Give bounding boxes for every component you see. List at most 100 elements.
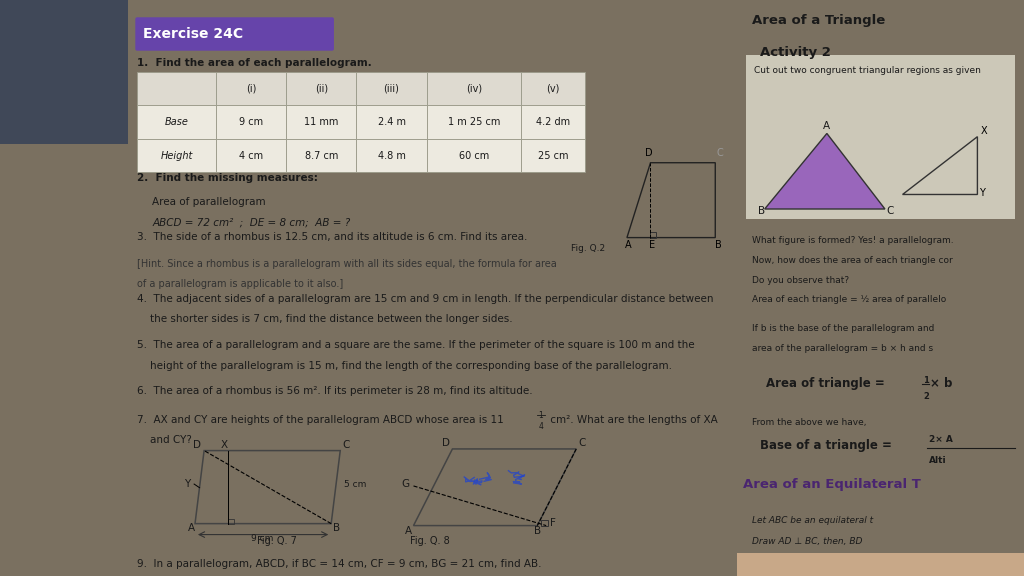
Text: Fig. Q. 8: Fig. Q. 8 — [410, 536, 450, 546]
Text: From the above we have,: From the above we have, — [752, 418, 866, 427]
Text: 4.8 m: 4.8 m — [378, 150, 406, 161]
Text: C: C — [717, 149, 723, 158]
Text: A: A — [625, 240, 631, 249]
Text: 6.  The area of a rhombus is 56 m². If its perimeter is 28 m, find its altitude.: 6. The area of a rhombus is 56 m². If it… — [137, 386, 532, 396]
Text: Fig. Q.2: Fig. Q.2 — [571, 244, 605, 252]
Text: Now, how does the area of each triangle cor: Now, how does the area of each triangle … — [752, 256, 952, 266]
Text: (iv): (iv) — [466, 84, 482, 94]
Text: 11 mm: 11 mm — [304, 117, 339, 127]
Text: 4.  The adjacent sides of a parallelogram are 15 cm and 9 cm in length. If the p: 4. The adjacent sides of a parallelogram… — [137, 294, 714, 304]
Text: 5.  The area of a parallelogram and a square are the same. If the perimeter of t: 5. The area of a parallelogram and a squ… — [137, 340, 694, 350]
Text: 3.  The side of a rhombus is 12.5 cm, and its altitude is 6 cm. Find its area.: 3. The side of a rhombus is 12.5 cm, and… — [137, 232, 527, 241]
Text: cm². What are the lengths of XA: cm². What are the lengths of XA — [547, 415, 718, 425]
Text: D: D — [441, 438, 450, 448]
Text: × b: × b — [930, 377, 952, 391]
Bar — [137, 72, 216, 105]
Text: (ii): (ii) — [315, 84, 328, 94]
Bar — [356, 105, 427, 139]
Text: 60 cm: 60 cm — [459, 150, 488, 161]
Text: 25 cm: 25 cm — [538, 150, 568, 161]
Text: 1.  Find the area of each parallelogram.: 1. Find the area of each parallelogram. — [137, 58, 372, 67]
Text: Height: Height — [161, 150, 193, 161]
Text: Y: Y — [979, 188, 985, 198]
Bar — [521, 105, 585, 139]
Bar — [745, 55, 1016, 219]
Text: 4: 4 — [539, 422, 544, 431]
Text: B: B — [333, 523, 340, 533]
Bar — [287, 139, 356, 172]
Text: X: X — [981, 126, 987, 136]
Text: Area of parallelogram: Area of parallelogram — [153, 197, 266, 207]
Bar — [427, 139, 521, 172]
Text: Exercise 24C: Exercise 24C — [143, 27, 244, 41]
Text: height of the parallelogram is 15 m, find the length of the corresponding base o: height of the parallelogram is 15 m, fin… — [137, 361, 672, 370]
Text: Base: Base — [165, 117, 188, 127]
Bar — [650, 232, 655, 238]
Text: Area of a Triangle: Area of a Triangle — [752, 14, 885, 28]
Text: A: A — [823, 122, 830, 131]
Text: 2: 2 — [923, 392, 929, 401]
Text: F: F — [550, 518, 556, 528]
Text: C: C — [342, 440, 349, 450]
Text: Do you observe that?: Do you observe that? — [752, 276, 849, 286]
Bar — [737, 553, 1024, 576]
Bar — [427, 105, 521, 139]
Bar — [0, 0, 128, 144]
Polygon shape — [765, 134, 885, 209]
Text: Base of a triangle =: Base of a triangle = — [760, 439, 896, 452]
Bar — [521, 72, 585, 105]
Bar — [356, 139, 427, 172]
Text: (iii): (iii) — [384, 84, 399, 94]
Text: Cut out two congruent triangular regions as given: Cut out two congruent triangular regions… — [755, 66, 981, 75]
Text: 4 cm: 4 cm — [240, 150, 263, 161]
Text: 2.4 m: 2.4 m — [378, 117, 406, 127]
Bar — [541, 520, 548, 525]
FancyBboxPatch shape — [135, 17, 334, 51]
Bar — [427, 72, 521, 105]
Bar — [356, 72, 427, 105]
Bar — [216, 139, 287, 172]
Text: Let ABC be an equilateral t: Let ABC be an equilateral t — [752, 516, 872, 525]
Text: Area of an Equilateral T: Area of an Equilateral T — [743, 478, 921, 491]
Text: of a parallelogram is applicable to it also.]: of a parallelogram is applicable to it a… — [137, 279, 343, 289]
Text: B: B — [758, 206, 765, 217]
Bar — [287, 72, 356, 105]
Bar — [287, 105, 356, 139]
Text: and CY?: and CY? — [137, 435, 193, 445]
Text: A: A — [404, 525, 412, 536]
Text: G: G — [401, 479, 410, 489]
Text: 2× A: 2× A — [930, 435, 953, 445]
Text: (v): (v) — [546, 84, 560, 94]
Text: (i): (i) — [246, 84, 257, 94]
Text: [Hint. Since a rhombus is a parallelogram with all its sides equal, the formula : [Hint. Since a rhombus is a parallelogra… — [137, 259, 557, 269]
Text: B: B — [534, 525, 541, 536]
Text: area of the parallelogram = b × h and s: area of the parallelogram = b × h and s — [752, 344, 933, 353]
Text: A: A — [187, 523, 195, 533]
Text: ABCD = 72 cm²  ;  DE = 8 cm;  AB = ?: ABCD = 72 cm² ; DE = 8 cm; AB = ? — [153, 218, 350, 228]
Text: 4.2 dm: 4.2 dm — [536, 117, 570, 127]
Bar — [216, 72, 287, 105]
Text: 9 cm: 9 cm — [240, 117, 263, 127]
Text: 5 cm: 5 cm — [344, 480, 367, 489]
Text: C: C — [887, 206, 894, 217]
Text: C: C — [578, 438, 586, 448]
Text: X: X — [220, 440, 227, 450]
Text: 7.  AX and CY are heights of the parallelogram ABCD whose area is 11: 7. AX and CY are heights of the parallel… — [137, 415, 504, 425]
Text: B: B — [715, 240, 722, 249]
Text: the shorter sides is 7 cm, find the distance between the longer sides.: the shorter sides is 7 cm, find the dist… — [137, 314, 513, 324]
Text: E: E — [649, 240, 655, 249]
Bar — [216, 105, 287, 139]
Text: 1: 1 — [923, 376, 929, 385]
Text: 1: 1 — [539, 411, 544, 420]
Text: Y: Y — [184, 479, 190, 489]
Bar — [227, 520, 234, 524]
Text: Draw AD ⊥ BC, then, BD: Draw AD ⊥ BC, then, BD — [752, 537, 862, 546]
Text: 8.7 cm: 8.7 cm — [305, 150, 338, 161]
Bar — [137, 105, 216, 139]
Bar — [521, 139, 585, 172]
Text: 1 m 25 cm: 1 m 25 cm — [447, 117, 500, 127]
Text: If b is the base of the parallelogram and: If b is the base of the parallelogram an… — [752, 324, 934, 333]
Text: Area of each triangle = ½ area of parallelo: Area of each triangle = ½ area of parall… — [752, 295, 946, 305]
Text: Fig. Q. 7: Fig. Q. 7 — [257, 536, 297, 546]
Text: 9.  In a parallelogram, ABCD, if BC = 14 cm, CF = 9 cm, BG = 21 cm, find AB.: 9. In a parallelogram, ABCD, if BC = 14 … — [137, 559, 542, 569]
